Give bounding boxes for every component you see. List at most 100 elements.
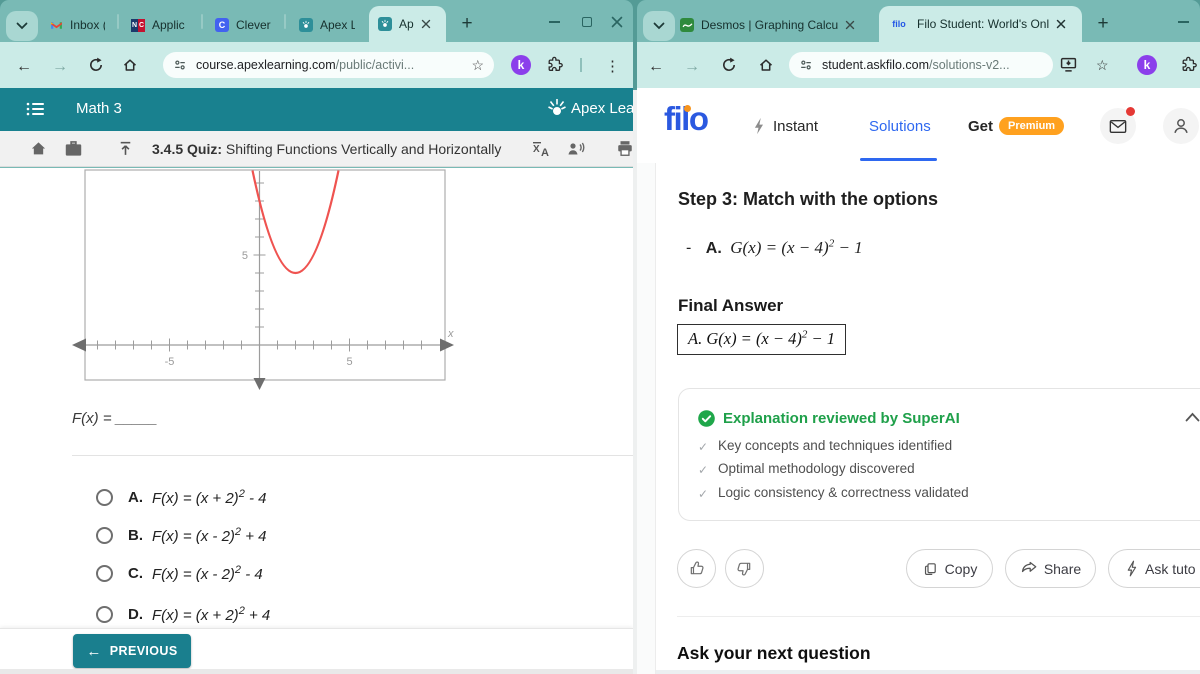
active-nav-underline — [860, 158, 937, 161]
radio-option-c[interactable] — [96, 565, 113, 582]
tab-apex-active[interactable]: Ap — [369, 6, 446, 42]
course-menu-icon[interactable] — [26, 101, 44, 122]
tab-search-button[interactable] — [643, 11, 675, 41]
right-browser-window: Desmos | Graphing Calcu filo Filo Studen… — [637, 0, 1200, 674]
tab-close-icon[interactable] — [845, 20, 855, 30]
browser-menu-icon[interactable]: ⋮ — [605, 58, 620, 75]
home-icon[interactable] — [30, 140, 47, 162]
tab-close-icon[interactable] — [421, 19, 431, 29]
reload-button[interactable] — [88, 57, 104, 76]
window-gap — [633, 90, 637, 674]
new-tab-button[interactable]: + — [461, 13, 473, 34]
tab-clever[interactable]: C Clever — [210, 8, 280, 42]
option-row-c[interactable]: C. F(x) = (x - 2)2 - 4 — [96, 564, 263, 583]
bolt-icon — [754, 117, 763, 135]
upload-submit-icon[interactable] — [117, 140, 134, 162]
person-icon — [1174, 119, 1188, 134]
tab-title: Applic — [152, 18, 185, 32]
radio-option-d[interactable] — [96, 606, 113, 623]
tab-title: Filo Student: World's Onl — [917, 17, 1050, 31]
share-icon — [1021, 561, 1037, 573]
tab-separator — [117, 14, 119, 29]
tab-desmos[interactable]: Desmos | Graphing Calcu — [675, 8, 869, 42]
address-bar[interactable]: course.apexlearning.com/public/activi...… — [163, 52, 494, 78]
minimize-button[interactable] — [546, 14, 562, 30]
tab-search-button[interactable] — [6, 11, 38, 41]
site-settings-icon — [175, 60, 185, 70]
left-arrow-icon: ← — [86, 642, 102, 660]
close-window-icon[interactable] — [609, 14, 625, 30]
back-button[interactable]: ← — [16, 58, 32, 75]
apex-learning-brand: Apex Lea — [571, 100, 633, 117]
forward-button[interactable]: → — [52, 58, 68, 75]
nav-get-premium[interactable]: Get Premium — [968, 117, 1065, 135]
nav-solutions[interactable]: Solutions — [869, 118, 931, 135]
extensions-icon[interactable] — [1181, 56, 1198, 76]
radio-option-a[interactable] — [96, 489, 113, 506]
briefcase-icon[interactable] — [64, 140, 83, 162]
nav-instant[interactable]: Instant — [751, 117, 818, 135]
copy-button[interactable]: Copy — [906, 549, 993, 588]
thumbs-up-button[interactable] — [677, 549, 716, 588]
left-address-toolbar: ← → course.apexlearning.com/public/activ… — [0, 42, 633, 88]
notification-dot — [1126, 107, 1135, 116]
bookmark-star-icon[interactable]: ☆ — [471, 56, 484, 73]
print-icon[interactable] — [616, 140, 633, 162]
tab-separator — [201, 14, 203, 29]
quiz-toolbar: 3.4.5 Quiz: Shifting Functions Verticall… — [0, 131, 633, 167]
question-prompt: F(x) = _____ — [72, 410, 158, 427]
tab-filo-active[interactable]: filo Filo Student: World's Onl — [879, 6, 1082, 42]
home-button[interactable] — [758, 57, 774, 76]
collapse-chevron-icon[interactable] — [1185, 409, 1200, 427]
quiz-footer: ← PREVIOUS — [0, 628, 633, 674]
final-answer-box: A. G(x) = (x − 4)2 − 1 — [677, 324, 847, 355]
bookmark-star-icon[interactable]: ☆ — [1096, 57, 1109, 73]
filo-favicon: filo — [892, 19, 906, 29]
tab-separator — [284, 14, 286, 29]
ask-tutor-button[interactable]: Ask tuto — [1108, 549, 1200, 588]
maximize-button[interactable] — [579, 14, 595, 30]
svg-text:A: A — [541, 147, 549, 158]
option-row-a[interactable]: A. F(x) = (x + 2)2 - 4 — [96, 488, 267, 507]
reload-button[interactable] — [721, 57, 737, 76]
minimize-button[interactable] — [1175, 14, 1191, 30]
option-row-d[interactable]: D. F(x) = (x + 2)2 + 4 — [96, 605, 270, 624]
previous-button[interactable]: ← PREVIOUS — [73, 634, 191, 668]
back-button[interactable]: ← — [648, 58, 664, 75]
x-tick-label-5: 5 — [346, 356, 352, 368]
forward-button[interactable]: → — [684, 58, 700, 75]
extensions-icon[interactable] — [547, 56, 564, 76]
tab-inbox[interactable]: Inbox ( — [44, 8, 114, 42]
tab-apex[interactable]: Apex L — [294, 8, 364, 42]
new-tab-button[interactable]: + — [1097, 13, 1109, 34]
account-button[interactable] — [1163, 108, 1199, 144]
tab-title: Ap — [399, 17, 414, 31]
address-bar[interactable]: student.askfilo.com/solutions-v2... — [789, 52, 1053, 78]
thumbs-down-button[interactable] — [725, 549, 764, 588]
tab-title: Apex L — [320, 18, 355, 32]
gmail-icon — [49, 18, 63, 32]
option-row-b[interactable]: B. F(x) = (x - 2)2 + 4 — [96, 526, 266, 545]
section-divider — [677, 616, 1200, 617]
copy-icon — [924, 562, 936, 575]
x-axis-label: x — [447, 328, 454, 340]
function-graph: -5 5 5 x — [72, 169, 454, 390]
kami-extension-icon[interactable]: k — [1137, 55, 1157, 75]
home-button[interactable] — [122, 57, 138, 76]
quiz-content: -5 5 5 x F(x) = _____ A. F(x) = (x + 2)2… — [0, 168, 633, 674]
question-divider — [72, 455, 633, 456]
share-button[interactable]: Share — [1005, 549, 1096, 588]
install-app-icon[interactable] — [1060, 56, 1077, 76]
svg-text:X: X — [533, 144, 540, 155]
radio-option-b[interactable] — [96, 527, 113, 544]
filo-logo-dot — [684, 105, 691, 112]
review-title: Explanation reviewed by SuperAI — [723, 410, 960, 427]
read-aloud-icon[interactable] — [566, 140, 586, 163]
chevron-down-icon — [16, 22, 28, 30]
kami-extension-icon[interactable]: k — [511, 55, 531, 75]
tab-close-icon[interactable] — [1056, 19, 1066, 29]
